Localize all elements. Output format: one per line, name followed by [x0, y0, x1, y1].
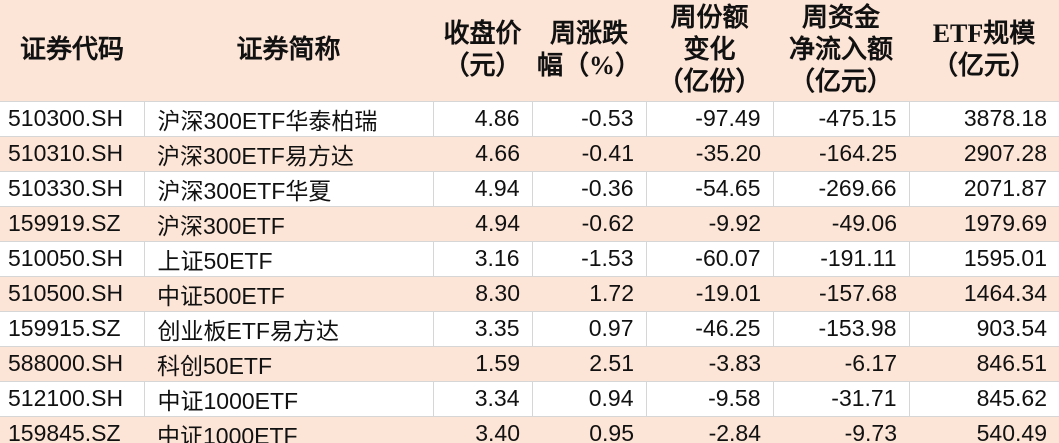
table-cell: -3.83 — [646, 346, 773, 382]
table-cell: -46.25 — [646, 311, 774, 347]
table-cell: 512100.SH — [0, 381, 145, 417]
table-cell: 2.51 — [532, 346, 646, 382]
table-cell: 沪深300ETF华夏 — [144, 171, 434, 207]
column-header-name: 证券简称 — [144, 0, 433, 102]
table-cell: 0.97 — [532, 311, 647, 347]
table-cell: 845.62 — [909, 381, 1059, 417]
table-cell: 1.72 — [532, 276, 646, 312]
table-body: 510300.SH 沪深300ETF华泰柏瑞 4.86 -0.53 -97.49 -475… — [0, 101, 1059, 443]
table-cell: 510050.SH — [0, 241, 145, 277]
table-cell: 540.49 — [909, 416, 1059, 443]
table-row: 510310.SH 沪深300ETF易方达 4.66 -0.41 -35.20 -164.… — [0, 136, 1059, 172]
table-cell: -475.15 — [773, 101, 910, 137]
table-cell: -0.41 — [532, 136, 646, 172]
table-cell: 510330.SH — [0, 171, 145, 207]
table-header: 证券代码 证券简称 收盘价 （元） 周涨跌 幅（%） 周份额 变化 （亿份） 周… — [0, 0, 1059, 102]
table-row: 159919.SZ 沪深300ETF 4.94 -0.62 -9.92 -49.06 197… — [0, 206, 1059, 242]
table-cell: 588000.SH — [0, 346, 144, 382]
table-cell: 沪深300ETF华泰柏瑞 — [144, 101, 434, 137]
table-row: 510300.SH 沪深300ETF华泰柏瑞 4.86 -0.53 -97.49 -475… — [0, 101, 1059, 137]
table-cell: -49.06 — [773, 206, 909, 242]
table-cell: -31.71 — [773, 381, 910, 417]
column-header-share-change: 周份额 变化 （亿份） — [646, 0, 773, 102]
table-cell: 510310.SH — [0, 136, 144, 172]
table-row: 512100.SH 中证1000ETF 3.34 0.94 -9.58 -31.71 845… — [0, 381, 1059, 417]
table-cell: 2907.28 — [909, 136, 1059, 172]
header-row: 证券代码 证券简称 收盘价 （元） 周涨跌 幅（%） 周份额 变化 （亿份） 周… — [0, 0, 1059, 102]
table-cell: 4.94 — [433, 171, 533, 207]
table-cell: -153.98 — [773, 311, 910, 347]
table-cell: -9.92 — [646, 206, 773, 242]
table-cell: 4.94 — [433, 206, 532, 242]
table-cell: 中证1000ETF — [144, 381, 434, 417]
table-cell: -19.01 — [646, 276, 773, 312]
table-cell: 903.54 — [909, 311, 1059, 347]
table-cell: 159915.SZ — [0, 311, 145, 347]
table-cell: 2071.87 — [909, 171, 1059, 207]
table-cell: 创业板ETF易方达 — [144, 311, 434, 347]
table-cell: 159919.SZ — [0, 206, 144, 242]
table-cell: 159845.SZ — [0, 416, 144, 443]
table-cell: 4.86 — [433, 101, 533, 137]
table-cell: -0.62 — [532, 206, 646, 242]
table-cell: -35.20 — [646, 136, 773, 172]
table-cell: 0.95 — [532, 416, 646, 443]
table-row: 159845.SZ 中证1000ETF 3.40 0.95 -2.84 -9.73 540.… — [0, 416, 1059, 443]
table-cell: 1595.01 — [909, 241, 1059, 277]
column-header-code: 证券代码 — [0, 0, 144, 102]
table-cell: 3878.18 — [909, 101, 1059, 137]
column-header-net-inflow: 周资金 净流入额 （亿元） — [773, 0, 909, 102]
table-cell: -9.73 — [773, 416, 909, 443]
table-cell: 510300.SH — [0, 101, 145, 137]
table-cell: 4.66 — [433, 136, 532, 172]
table-cell: 3.16 — [433, 241, 533, 277]
table-cell: -97.49 — [646, 101, 774, 137]
table-cell: 8.30 — [433, 276, 532, 312]
table-cell: 0.94 — [532, 381, 647, 417]
table-cell: 中证1000ETF — [144, 416, 433, 443]
table-cell: 沪深300ETF易方达 — [144, 136, 433, 172]
table-cell: 1464.34 — [909, 276, 1059, 312]
table-row: 159915.SZ 创业板ETF易方达 3.35 0.97 -46.25 -153.98 9… — [0, 311, 1059, 347]
table-row: 588000.SH 科创50ETF 1.59 2.51 -3.83 -6.17 846.51 — [0, 346, 1059, 382]
table-cell: 上证50ETF — [144, 241, 434, 277]
table-cell: 3.34 — [433, 381, 533, 417]
table-cell: -1.53 — [532, 241, 647, 277]
table-cell: 3.35 — [433, 311, 533, 347]
table-cell: -157.68 — [773, 276, 909, 312]
table-cell: -9.58 — [646, 381, 774, 417]
table-cell: -191.11 — [773, 241, 910, 277]
table-cell: 科创50ETF — [144, 346, 433, 382]
table-cell: -54.65 — [646, 171, 774, 207]
column-header-close-price: 收盘价 （元） — [433, 0, 532, 102]
table-cell: -164.25 — [773, 136, 909, 172]
table-cell: -2.84 — [646, 416, 773, 443]
column-header-etf-scale: ETF规模 （亿元） — [909, 0, 1059, 102]
table-row: 510330.SH 沪深300ETF华夏 4.94 -0.36 -54.65 -269.6… — [0, 171, 1059, 207]
table-cell: 1.59 — [433, 346, 532, 382]
table-row: 510050.SH 上证50ETF 3.16 -1.53 -60.07 -191.11 15… — [0, 241, 1059, 277]
table-cell: -6.17 — [773, 346, 909, 382]
table-cell: -0.36 — [532, 171, 647, 207]
table-cell: 3.40 — [433, 416, 532, 443]
table-cell: 沪深300ETF — [144, 206, 433, 242]
table-cell: -269.66 — [773, 171, 910, 207]
table-cell: 510500.SH — [0, 276, 144, 312]
table-cell: -60.07 — [646, 241, 774, 277]
table-cell: 中证500ETF — [144, 276, 433, 312]
table-cell: 1979.69 — [909, 206, 1059, 242]
table-cell: -0.53 — [532, 101, 647, 137]
table-cell: 846.51 — [909, 346, 1059, 382]
table-row: 510500.SH 中证500ETF 8.30 1.72 -19.01 -157.68 14… — [0, 276, 1059, 312]
column-header-week-change: 周涨跌 幅（%） — [532, 0, 646, 102]
